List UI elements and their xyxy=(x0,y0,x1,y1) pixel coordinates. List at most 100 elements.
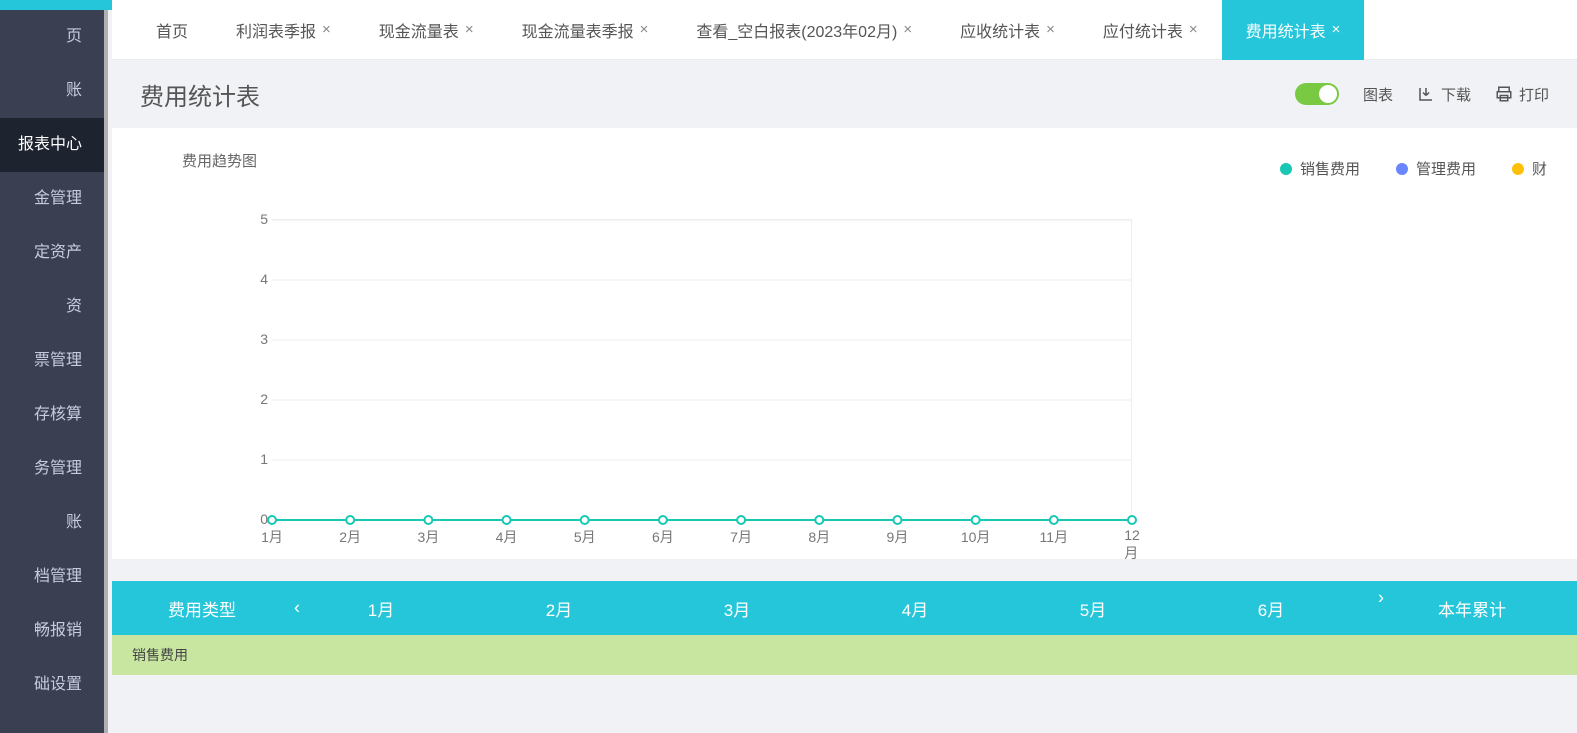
legend-item-0[interactable]: 销售费用 xyxy=(1280,158,1360,179)
y-tick: 0 xyxy=(260,511,268,527)
y-axis: 012345 xyxy=(246,219,272,519)
tab-1[interactable]: 利润表季报 × xyxy=(212,0,355,60)
y-tick: 4 xyxy=(260,271,268,287)
x-tick: 8月 xyxy=(808,527,830,547)
tab-7[interactable]: 费用统计表 × xyxy=(1222,0,1365,60)
tab-0[interactable]: 首页 xyxy=(132,0,212,60)
main-area: 首页 利润表季报 × 现金流量表 × 现金流量表季报 × 查看_空白报表(2023年02月) ×… xyxy=(112,0,1577,733)
download-label: 下载 xyxy=(1441,84,1471,105)
close-icon[interactable]: × xyxy=(1046,21,1055,38)
tab-3[interactable]: 现金流量表季报 × xyxy=(498,0,673,60)
y-tick: 1 xyxy=(260,451,268,467)
tab-6[interactable]: 应付统计表 × xyxy=(1079,0,1222,60)
top-accent-strip xyxy=(0,0,112,10)
close-icon[interactable]: × xyxy=(465,21,474,38)
chart-svg xyxy=(272,220,1132,520)
tab-5[interactable]: 应收统计表 × xyxy=(936,0,1079,60)
print-icon xyxy=(1495,85,1513,103)
page-title: 费用统计表 xyxy=(140,77,1295,112)
x-axis: 1月2月3月4月5月6月7月8月9月10月11月12月 xyxy=(272,527,1132,547)
scroll-left-icon[interactable]: ‹ xyxy=(294,598,300,619)
x-tick: 7月 xyxy=(730,527,752,547)
plot xyxy=(272,219,1132,519)
sidebar-item-7[interactable]: 存核算 xyxy=(0,388,108,442)
tab-label: 查看_空白报表(2023年02月) xyxy=(696,18,897,42)
table-row[interactable]: 销售费用 xyxy=(112,635,1577,675)
chart-legend: 销售费用 管理费用 财 xyxy=(1280,158,1547,179)
x-tick: 11月 xyxy=(1040,527,1069,547)
chart-toggle[interactable] xyxy=(1295,83,1339,105)
th-month-3: 4月 xyxy=(826,596,1004,621)
sidebar-item-9[interactable]: 账 xyxy=(0,496,108,550)
y-tick: 5 xyxy=(260,211,268,227)
x-tick: 5月 xyxy=(574,527,596,547)
tab-label: 费用统计表 xyxy=(1246,18,1326,42)
sidebar-scrollbar[interactable] xyxy=(104,10,108,733)
sidebar-item-5[interactable]: 资 xyxy=(0,280,108,334)
page-header: 费用统计表 图表 下载 打印 xyxy=(112,60,1577,128)
toggle-label: 图表 xyxy=(1363,84,1393,105)
x-tick: 1月 xyxy=(261,527,283,547)
legend-label: 财 xyxy=(1532,158,1547,179)
legend-item-1[interactable]: 管理费用 xyxy=(1396,158,1476,179)
x-tick: 4月 xyxy=(496,527,518,547)
print-label: 打印 xyxy=(1519,84,1549,105)
close-icon[interactable]: × xyxy=(1332,21,1341,38)
sidebar-item-4[interactable]: 定资产 xyxy=(0,226,108,280)
x-tick: 6月 xyxy=(652,527,674,547)
sidebar-item-12[interactable]: 础设置 xyxy=(0,658,108,712)
sidebar-item-6[interactable]: 票管理 xyxy=(0,334,108,388)
download-button[interactable]: 下载 xyxy=(1417,84,1471,105)
sidebar-item-2[interactable]: 报表中心 xyxy=(0,118,108,172)
data-table: 费用类型 ‹ 1月2月3月4月5月6月 › 本年累计 销售费用 xyxy=(112,581,1577,675)
th-month-0: 1月 xyxy=(292,596,470,621)
close-icon[interactable]: × xyxy=(640,21,649,38)
x-tick: 12月 xyxy=(1124,527,1140,563)
th-month-5: 6月 xyxy=(1182,596,1360,621)
sidebar-item-1[interactable]: 账 xyxy=(0,64,108,118)
scroll-right-icon[interactable]: › xyxy=(1378,587,1384,608)
close-icon[interactable]: × xyxy=(322,21,331,38)
sidebar: 页账报表中心金管理定资产资票管理存核算务管理账档管理畅报销础设置 xyxy=(0,10,108,733)
legend-item-2[interactable]: 财 xyxy=(1512,158,1547,179)
tab-label: 现金流量表 xyxy=(379,18,459,42)
legend-label: 管理费用 xyxy=(1416,158,1476,179)
sidebar-item-10[interactable]: 档管理 xyxy=(0,550,108,604)
sidebar-item-11[interactable]: 畅报销 xyxy=(0,604,108,658)
th-month-1: 2月 xyxy=(470,596,648,621)
chart-plot-area: 012345 1月2月3月4月5月6月7月8月9月10月11月12月 xyxy=(272,219,1132,519)
print-button[interactable]: 打印 xyxy=(1495,84,1549,105)
x-tick: 3月 xyxy=(417,527,439,547)
header-actions: 图表 下载 打印 xyxy=(1295,83,1549,105)
x-tick: 9月 xyxy=(887,527,909,547)
tab-4[interactable]: 查看_空白报表(2023年02月) × xyxy=(672,0,936,60)
tab-label: 应付统计表 xyxy=(1103,18,1183,42)
tab-bar: 首页 利润表季报 × 现金流量表 × 现金流量表季报 × 查看_空白报表(2023年02月) ×… xyxy=(112,0,1577,60)
download-icon xyxy=(1417,85,1435,103)
sidebar-item-0[interactable]: 页 xyxy=(0,10,108,64)
tab-label: 现金流量表季报 xyxy=(522,18,634,42)
legend-dot-icon xyxy=(1280,163,1292,175)
th-total: 本年累计 xyxy=(1402,596,1542,621)
tab-2[interactable]: 现金流量表 × xyxy=(355,0,498,60)
th-type-label: 费用类型 xyxy=(168,601,236,620)
y-tick: 2 xyxy=(260,391,268,407)
th-type: 费用类型 ‹ xyxy=(112,596,292,621)
sidebar-item-8[interactable]: 务管理 xyxy=(0,442,108,496)
close-icon[interactable]: × xyxy=(903,21,912,38)
legend-label: 销售费用 xyxy=(1300,158,1360,179)
x-tick: 10月 xyxy=(961,527,991,547)
close-icon[interactable]: × xyxy=(1189,21,1198,38)
x-tick: 2月 xyxy=(339,527,361,547)
tab-label: 利润表季报 xyxy=(236,18,316,42)
legend-dot-icon xyxy=(1512,163,1524,175)
sidebar-item-3[interactable]: 金管理 xyxy=(0,172,108,226)
y-tick: 3 xyxy=(260,331,268,347)
th-month-2: 3月 xyxy=(648,596,826,621)
table-header-row: 费用类型 ‹ 1月2月3月4月5月6月 › 本年累计 xyxy=(112,581,1577,635)
tab-label: 首页 xyxy=(156,18,188,42)
tab-label: 应收统计表 xyxy=(960,18,1040,42)
chart-card: 费用趋势图 销售费用管理费用财 012345 1月2月3月4月5月6月7月8月9… xyxy=(112,128,1577,559)
toggle-knob xyxy=(1319,85,1337,103)
legend-dot-icon xyxy=(1396,163,1408,175)
